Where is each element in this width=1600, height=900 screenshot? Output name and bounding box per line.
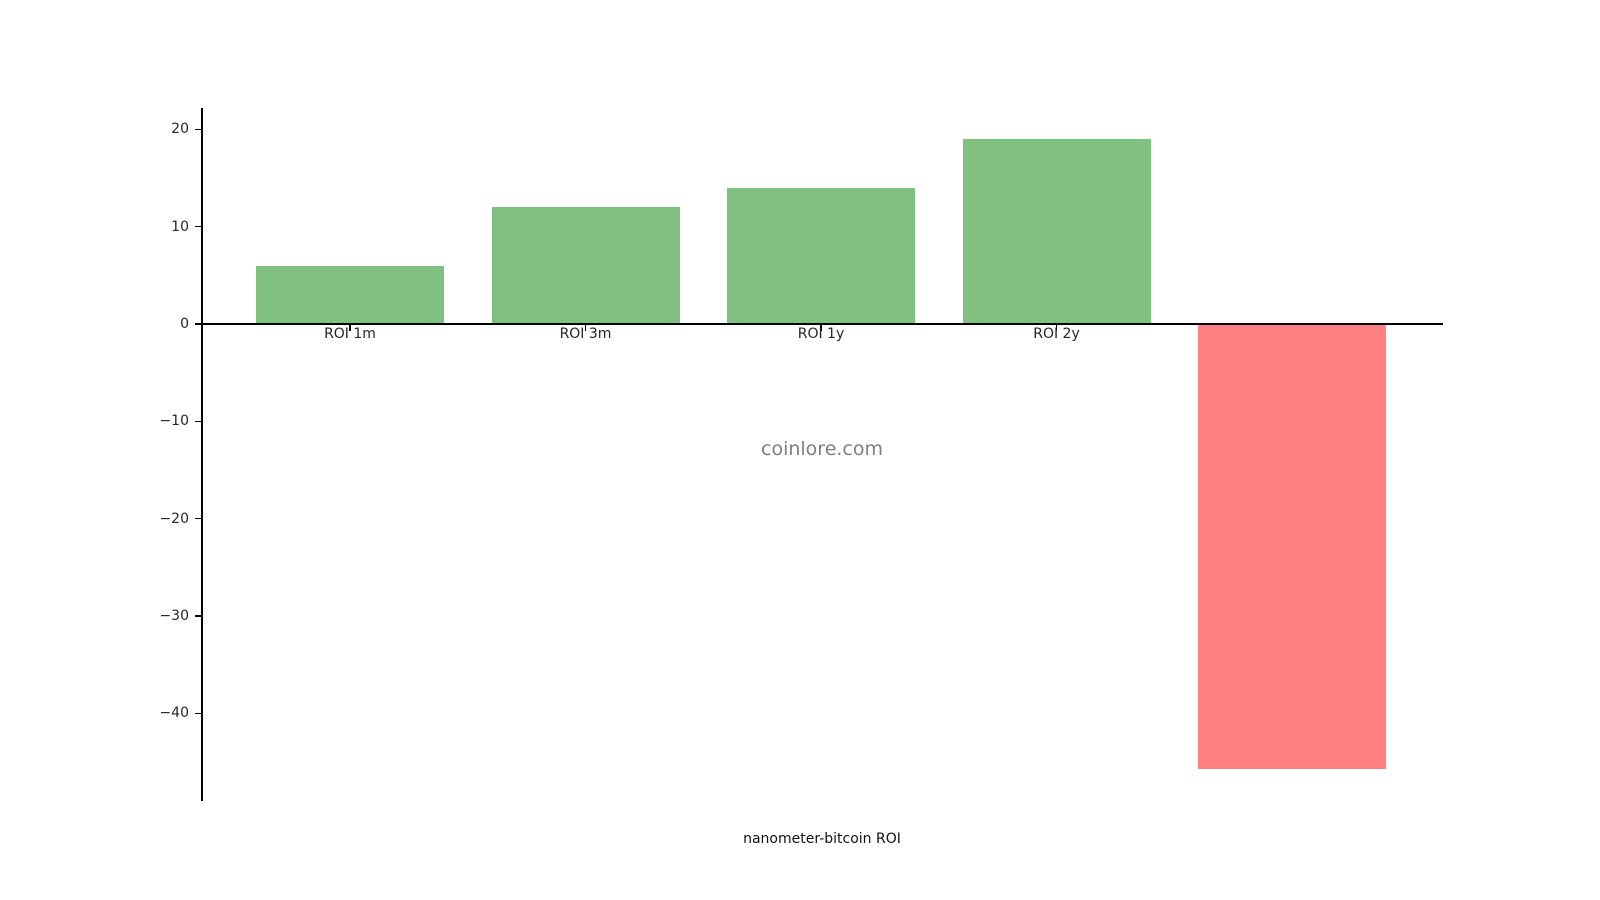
y-axis-line — [201, 108, 203, 801]
y-tick-label: −30 — [159, 608, 189, 625]
y-tick-mark — [195, 420, 202, 423]
watermark-text: coinlore.com — [761, 438, 883, 460]
y-tick-label: −20 — [159, 510, 189, 527]
bar-roi-1m — [256, 265, 444, 325]
x-tick-mark — [1055, 323, 1058, 331]
x-tick-label-roi-1m: ROI 1m — [324, 326, 376, 342]
x-tick-label-roi-2y: ROI 2y — [1033, 326, 1080, 342]
y-tick-mark — [195, 712, 202, 715]
x-tick-mark — [820, 323, 822, 331]
bar-roi-3m — [491, 207, 680, 325]
y-tick-label: 0 — [180, 316, 189, 333]
bar-unlabeled-4 — [1198, 324, 1386, 769]
x-tick-label-roi-1y: ROI 1y — [797, 326, 845, 342]
bar-roi-2y — [962, 139, 1151, 325]
y-tick-mark — [195, 615, 202, 617]
x-tick-mark — [584, 323, 587, 331]
bar-roi-1y — [727, 187, 915, 325]
y-tick-label: 10 — [171, 218, 189, 235]
y-tick-label: −10 — [159, 413, 189, 430]
x-axis-line — [201, 323, 1443, 325]
y-tick-mark — [195, 128, 202, 131]
chart-title: nanometer-bitcoin ROI — [743, 831, 901, 847]
x-tick-label-roi-3m: ROI 3m — [559, 326, 612, 342]
y-tick-mark — [195, 225, 202, 228]
x-tick-mark — [349, 323, 351, 331]
y-tick-label: −40 — [159, 705, 189, 722]
y-tick-mark — [195, 517, 202, 520]
y-tick-mark — [195, 323, 202, 325]
y-tick-label: 20 — [171, 121, 189, 138]
